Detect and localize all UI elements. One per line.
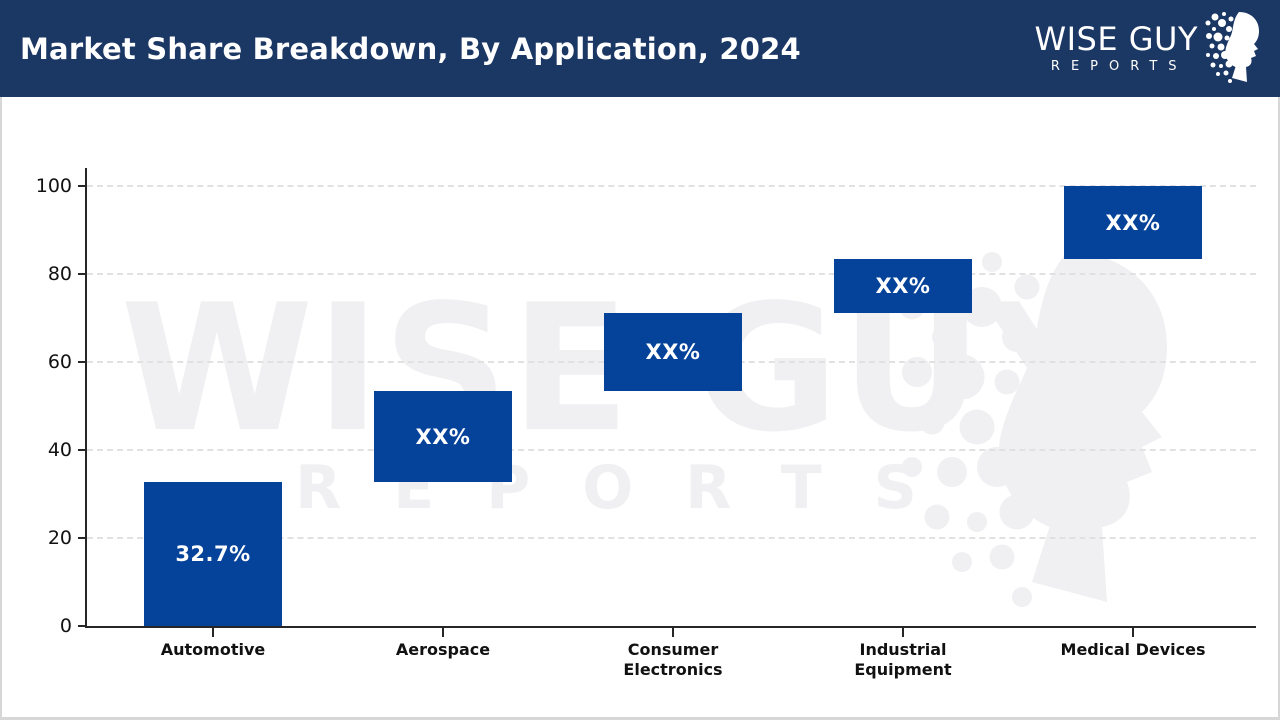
y-tick-label: 80 (47, 263, 72, 285)
gridline-100 (87, 185, 1256, 187)
y-tick-label: 0 (59, 615, 72, 637)
y-tick-mark (78, 537, 87, 539)
chart-title: Market Share Breakdown, By Application, … (20, 31, 801, 66)
x-category-label-medical-devices: Medical Devices (1060, 640, 1206, 659)
plot-area: 0 20 40 60 80 100 32.7% XX% XX% XX% XX% Automotive A… (2, 97, 1278, 717)
bar-industrial-equipment: XX% (834, 259, 972, 313)
y-tick-label: 20 (47, 527, 72, 549)
gridline-80 (87, 273, 1256, 275)
y-tick-mark (78, 361, 87, 363)
x-category-label-industrial-equipment: Industrial Equipment (854, 640, 952, 679)
x-tick-mark (1132, 628, 1134, 637)
y-tick-mark (78, 625, 87, 627)
y-axis-line (85, 168, 87, 628)
x-tick-mark (672, 628, 674, 637)
x-category-label-automotive: Automotive (160, 640, 266, 659)
bar-value-label-aerospace: XX% (415, 424, 471, 449)
y-tick-label: 40 (47, 439, 72, 461)
bar-value-label-medical-devices: XX% (1105, 210, 1161, 235)
gridline-40 (87, 449, 1256, 451)
bar-value-label-consumer-electronics: XX% (645, 339, 701, 364)
bar-automotive: 32.7% (144, 482, 282, 626)
bar-value-label-automotive: 32.7% (175, 542, 251, 567)
wiseguy-face-icon (1205, 11, 1259, 83)
x-tick-mark (902, 628, 904, 637)
header-bar: Market Share Breakdown, By Application, … (0, 0, 1280, 97)
y-tick-mark (78, 185, 87, 187)
bar-value-label-industrial-equipment: XX% (875, 274, 931, 299)
logo-wordmark-main: WISE GUY (1034, 20, 1198, 58)
y-tick-label: 60 (47, 351, 72, 373)
x-category-label-aerospace: Aerospace (395, 640, 491, 659)
y-tick-mark (78, 273, 87, 275)
bar-consumer-electronics: XX% (604, 312, 742, 392)
x-tick-mark (212, 628, 214, 637)
y-tick-label: 100 (35, 175, 72, 197)
logo-wordmark: WISE GUY REPORTS (1034, 23, 1198, 74)
gridline-20 (87, 537, 1256, 539)
y-tick-mark (78, 449, 87, 451)
x-axis-line (85, 626, 1256, 628)
x-category-label-consumer-electronics: Consumer Electronics (623, 640, 723, 679)
chart-area: WISE GUY REPORTS 0 20 40 60 80 100 32.7% XX% XX%… (0, 97, 1280, 720)
x-tick-mark (442, 628, 444, 637)
bar-medical-devices: XX% (1064, 186, 1202, 260)
logo-wordmark-sub: REPORTS (1050, 59, 1188, 74)
wiseguy-logo: WISE GUY REPORTS (1034, 9, 1264, 89)
bar-aerospace: XX% (374, 391, 512, 483)
